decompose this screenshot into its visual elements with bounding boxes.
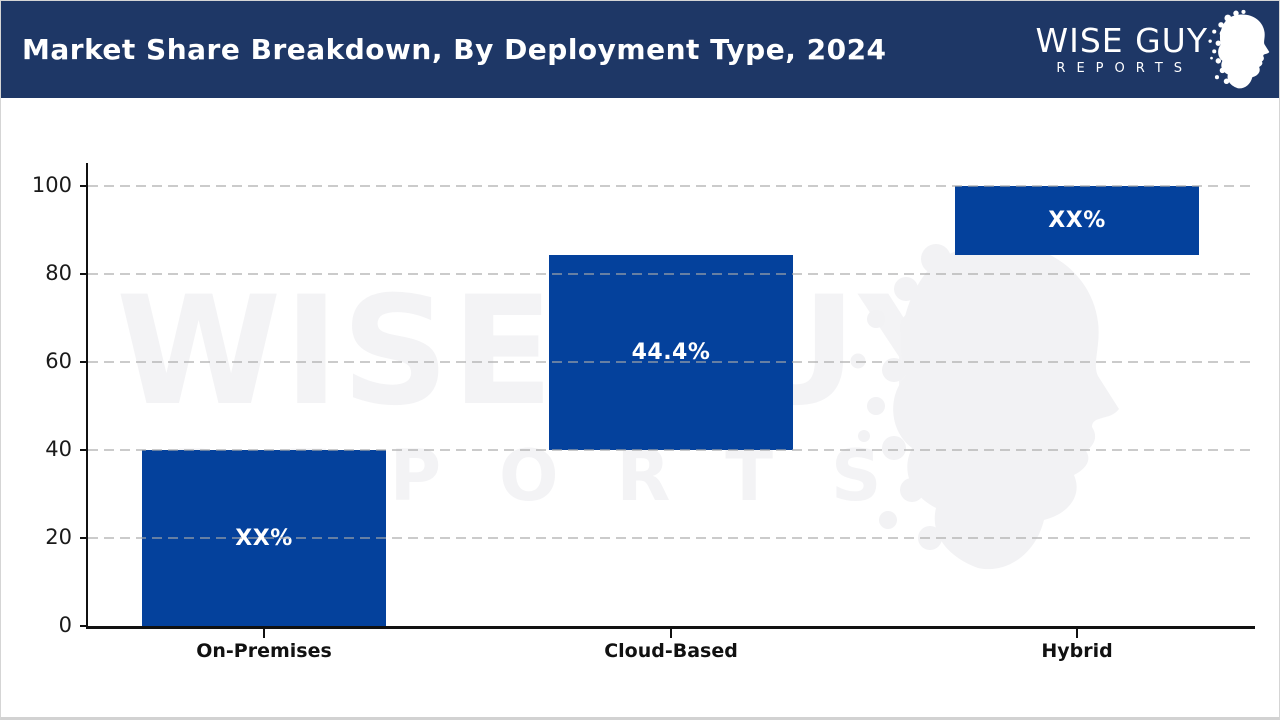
y-tick-label: 40 [45, 437, 72, 461]
y-tick-label: 80 [45, 261, 72, 285]
bar-value-label: 44.4% [631, 339, 711, 365]
x-axis-label: Cloud-Based [604, 640, 738, 662]
page-title: Market Share Breakdown, By Deployment Ty… [22, 32, 887, 66]
brand-name: WISE GUY [1035, 21, 1208, 60]
bar-value-label: XX% [1048, 207, 1106, 233]
y-gridline [88, 361, 1255, 363]
bar-hybrid: XX% [955, 186, 1199, 255]
header: Market Share Breakdown, By Deployment Ty… [0, 0, 1280, 98]
bar-cloud-based: 44.4% [549, 254, 793, 450]
x-axis-label: Hybrid [1041, 640, 1113, 662]
y-tick [80, 625, 88, 627]
x-axis-label: On-Premises [196, 640, 332, 662]
y-tick-label: 60 [45, 349, 72, 373]
brand-logo: WISE GUY REPORTS [1035, 6, 1270, 94]
y-tick-label: 0 [58, 613, 72, 637]
x-tick [263, 629, 265, 638]
y-tick [80, 449, 88, 451]
brand-text: WISE GUY REPORTS [1035, 24, 1208, 76]
y-gridline [88, 449, 1255, 451]
brand-face-icon [1208, 9, 1270, 89]
y-gridline [88, 185, 1255, 187]
y-tick [80, 361, 88, 363]
y-gridline [88, 537, 1255, 539]
y-axis-line [86, 163, 88, 629]
y-tick [80, 185, 88, 187]
y-tick-label: 20 [45, 525, 72, 549]
brand-subtitle: REPORTS [1056, 61, 1194, 76]
y-tick [80, 537, 88, 539]
x-tick [1076, 629, 1078, 638]
y-gridline [88, 273, 1255, 275]
x-axis-line [86, 626, 1255, 629]
x-tick [670, 629, 672, 638]
y-tick [80, 273, 88, 275]
y-tick-label: 100 [31, 173, 72, 197]
